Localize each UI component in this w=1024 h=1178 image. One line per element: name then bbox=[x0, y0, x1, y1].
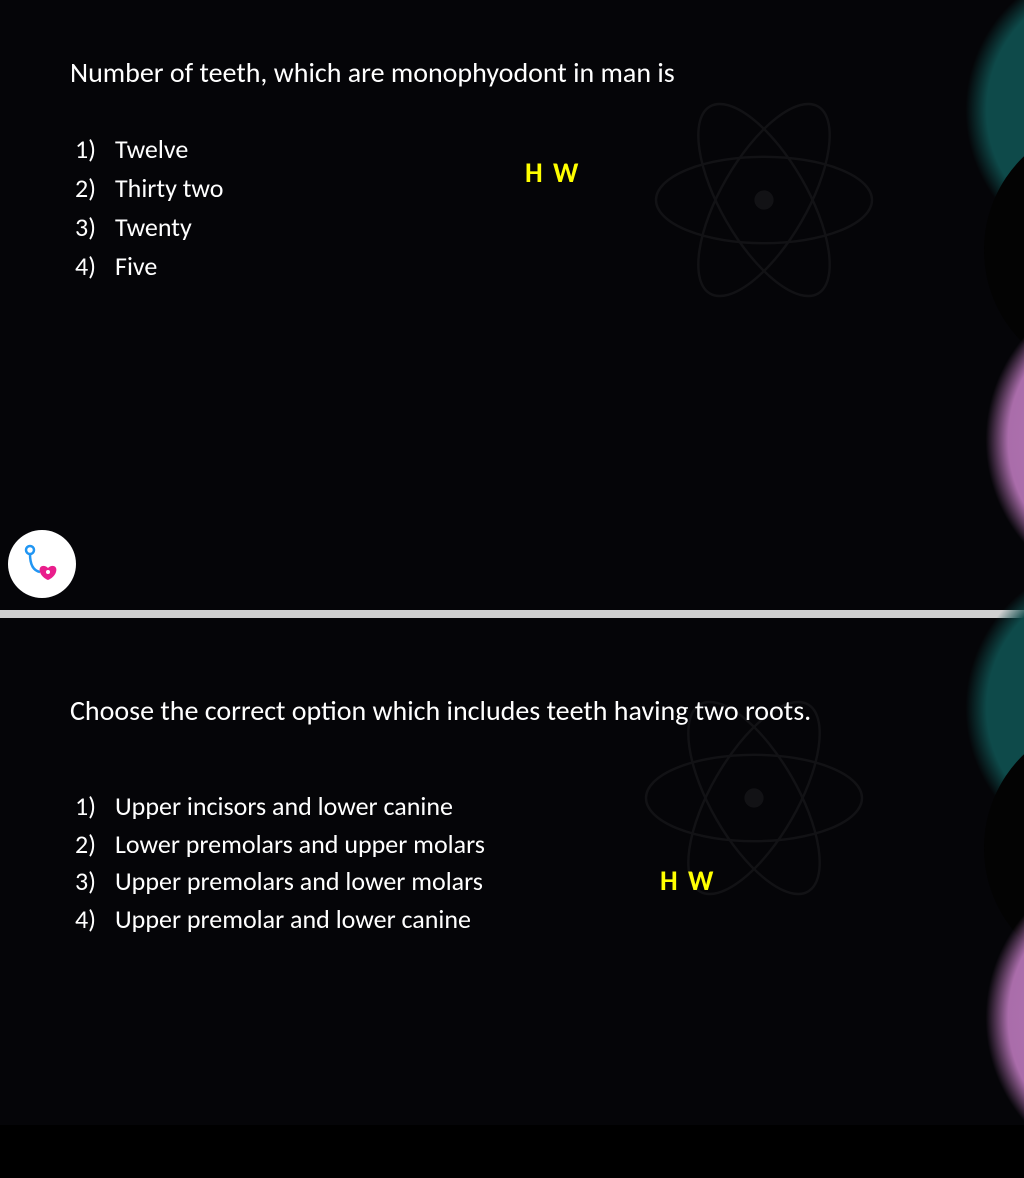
option-text: Upper premolar and lower canine bbox=[115, 901, 471, 939]
option-row: 3) Twenty bbox=[75, 208, 223, 247]
option-number: 2) bbox=[75, 169, 115, 208]
homework-badge: H W bbox=[660, 863, 715, 898]
option-text: Upper incisors and lower canine bbox=[115, 788, 453, 826]
option-number: 4) bbox=[75, 247, 115, 286]
option-row: 3) Upper premolars and lower molars bbox=[75, 863, 485, 901]
option-row: 2) Lower premolars and upper molars bbox=[75, 826, 485, 864]
channel-logo bbox=[8, 530, 76, 598]
option-row: 1) Upper incisors and lower canine bbox=[75, 788, 485, 826]
option-text: Lower premolars and upper molars bbox=[115, 826, 485, 864]
option-number: 4) bbox=[75, 901, 115, 939]
homework-badge: H W bbox=[525, 155, 580, 190]
question-text: Choose the correct option which includes… bbox=[70, 693, 811, 728]
atom-decoration-icon bbox=[644, 80, 884, 320]
option-text: Upper premolars and lower molars bbox=[115, 863, 483, 901]
question-text: Number of teeth, which are monophyodont … bbox=[70, 55, 675, 90]
arc-decoration bbox=[964, 0, 1024, 260]
option-text: Twelve bbox=[115, 130, 188, 169]
option-text: Five bbox=[115, 247, 157, 286]
option-text: Thirty two bbox=[115, 169, 223, 208]
option-number: 1) bbox=[75, 788, 115, 826]
option-row: 1) Twelve bbox=[75, 130, 223, 169]
slide-divider bbox=[0, 610, 1024, 618]
slide-1: Number of teeth, which are monophyodont … bbox=[0, 0, 1024, 610]
arc-decoration bbox=[984, 120, 1024, 380]
option-text: Twenty bbox=[115, 208, 192, 247]
options-list-2: 1) Upper incisors and lower canine 2) Lo… bbox=[75, 788, 485, 939]
decor-right bbox=[934, 618, 1024, 1125]
option-number: 2) bbox=[75, 826, 115, 864]
options-list-1: 1) Twelve 2) Thirty two 3) Twenty 4) Fiv… bbox=[75, 130, 223, 286]
option-number: 3) bbox=[75, 863, 115, 901]
option-row: 4) Five bbox=[75, 247, 223, 286]
arc-decoration bbox=[984, 718, 1024, 978]
option-number: 3) bbox=[75, 208, 115, 247]
decor-right bbox=[934, 0, 1024, 610]
slide-2: Choose the correct option which includes… bbox=[0, 618, 1024, 1125]
option-row: 2) Thirty two bbox=[75, 169, 223, 208]
option-number: 1) bbox=[75, 130, 115, 169]
arc-decoration bbox=[984, 858, 1024, 1178]
arc-decoration bbox=[984, 280, 1024, 600]
stethoscope-heart-icon bbox=[18, 540, 66, 588]
option-row: 4) Upper premolar and lower canine bbox=[75, 901, 485, 939]
